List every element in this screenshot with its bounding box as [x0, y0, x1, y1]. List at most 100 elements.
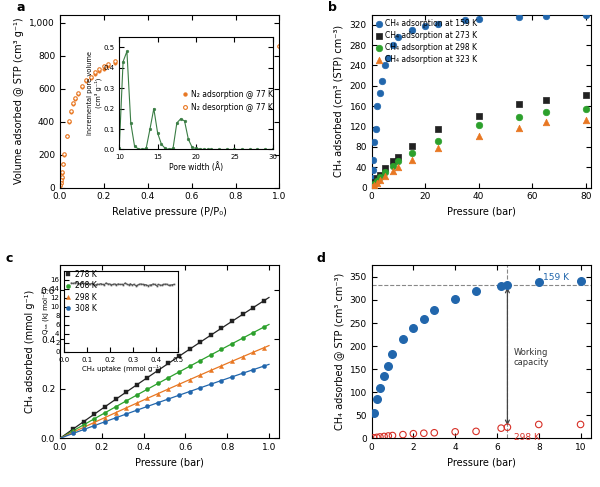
CH₄ adsorption at 323 K: [474, 132, 484, 140]
CH₄ adsorption at 323 K: [394, 163, 403, 171]
298 K: [70, 429, 77, 435]
N₂ adsorption @ 77 K: [276, 43, 283, 49]
Line: 308 K: 308 K: [71, 364, 266, 435]
X-axis label: Pressure (bar): Pressure (bar): [447, 458, 516, 468]
N₂ adsorption @ 77 K: [166, 46, 173, 52]
CH₄ adsorption at 323 K: [541, 118, 550, 126]
CH₄ adsorption at 159 K: [541, 12, 550, 19]
298 K: [154, 391, 161, 396]
Legend: 278 K, 268 K, 298 K, 308 K: 278 K, 268 K, 298 K, 308 K: [64, 269, 97, 314]
CH₄ adsorption at 298 K: [370, 180, 379, 188]
N₂ adsorption @ 77 K: [199, 44, 206, 50]
Text: c: c: [5, 252, 13, 265]
298 K: [197, 372, 204, 378]
CH₄ adsorption at 323 K: [375, 176, 385, 184]
CH₄ adsorption at 159 K: [514, 13, 524, 20]
N₂ desorption @ 77 K: [155, 45, 163, 51]
278 K: [91, 411, 98, 417]
N₂ adsorption @ 77 K: [63, 133, 70, 139]
298 K: [175, 381, 182, 387]
N₂ desorption @ 77 K: [111, 58, 118, 64]
N₂ adsorption @ 77 K: [210, 44, 217, 50]
298 K: [112, 410, 119, 415]
Text: 298 K: 298 K: [514, 433, 539, 442]
268 K: [197, 357, 204, 363]
Point: [383, 432, 393, 440]
298 K: [218, 363, 225, 369]
N₂ desorption @ 77 K: [177, 45, 184, 51]
N₂ adsorption @ 77 K: [133, 52, 140, 58]
308 K: [186, 389, 193, 394]
N₂ desorption @ 77 K: [122, 53, 130, 59]
CH₄ adsorption at 273 K: [375, 171, 385, 179]
Point: [451, 428, 460, 436]
268 K: [91, 416, 98, 422]
X-axis label: Relative pressure (P/P₀): Relative pressure (P/P₀): [112, 207, 227, 217]
N₂ desorption @ 77 K: [74, 90, 81, 96]
N₂ adsorption @ 77 K: [58, 175, 65, 181]
268 K: [239, 335, 246, 341]
278 K: [229, 318, 236, 324]
CH₄ adsorption at 298 K: [434, 137, 443, 145]
298 K: [91, 419, 98, 425]
Point: [496, 282, 506, 290]
Point: [379, 372, 389, 380]
CH₄ adsorption at 298 K: [541, 109, 550, 116]
CH₄ adsorption at 298 K: [394, 157, 403, 165]
268 K: [218, 346, 225, 352]
CH₄ adsorption at 159 K: [434, 20, 443, 28]
278 K: [186, 346, 193, 352]
298 K: [239, 354, 246, 360]
N₂ adsorption @ 77 K: [232, 43, 239, 49]
278 K: [175, 354, 182, 359]
308 K: [122, 411, 130, 417]
N₂ desorption @ 77 K: [70, 100, 77, 106]
268 K: [80, 422, 88, 428]
268 K: [143, 386, 151, 392]
268 K: [101, 410, 109, 416]
N₂ desorption @ 77 K: [221, 43, 228, 49]
N₂ adsorption @ 77 K: [72, 95, 79, 101]
CH₄ adsorption at 298 K: [367, 184, 377, 191]
Point: [375, 385, 385, 393]
308 K: [239, 371, 246, 376]
Point: [471, 287, 481, 295]
CH₄ adsorption at 323 K: [514, 124, 524, 131]
CH₄ adsorption at 323 K: [434, 145, 443, 152]
N₂ desorption @ 77 K: [59, 169, 66, 175]
Point: [534, 278, 544, 285]
CH₄ adsorption at 273 K: [367, 183, 377, 191]
N₂ desorption @ 77 K: [67, 108, 74, 114]
Point: [503, 423, 512, 431]
308 K: [112, 415, 119, 421]
308 K: [250, 367, 257, 373]
N₂ adsorption @ 77 K: [57, 181, 64, 187]
CH₄ adsorption at 159 K: [460, 16, 470, 23]
X-axis label: Pressure (bar): Pressure (bar): [447, 207, 516, 217]
Point: [375, 433, 385, 441]
CH₄ adsorption at 273 K: [474, 112, 484, 120]
CH₄ adsorption at 298 K: [380, 169, 390, 176]
308 K: [218, 377, 225, 383]
Point: [496, 424, 506, 432]
CH₄ adsorption at 323 K: [380, 172, 390, 180]
CH₄ adsorption at 273 K: [372, 174, 382, 182]
Point: [409, 430, 418, 438]
298 K: [101, 414, 109, 420]
268 K: [229, 341, 236, 347]
CH₄ adsorption at 298 K: [474, 122, 484, 130]
Text: Working
capacity: Working capacity: [514, 348, 549, 367]
CH₄ adsorption at 323 K: [372, 179, 382, 187]
CH₄ adsorption at 323 K: [388, 168, 398, 175]
278 K: [112, 396, 119, 402]
308 K: [143, 404, 151, 410]
Point: [383, 362, 393, 370]
CH₄ adsorption at 159 K: [388, 41, 398, 49]
308 K: [91, 423, 98, 429]
268 K: [154, 380, 161, 386]
Line: 298 K: 298 K: [71, 346, 266, 434]
N₂ desorption @ 77 K: [265, 43, 272, 49]
Y-axis label: Volume adsorbed @ STP (cm³ g⁻¹): Volume adsorbed @ STP (cm³ g⁻¹): [14, 18, 24, 185]
CH₄ adsorption at 323 K: [370, 181, 379, 189]
278 K: [122, 389, 130, 395]
